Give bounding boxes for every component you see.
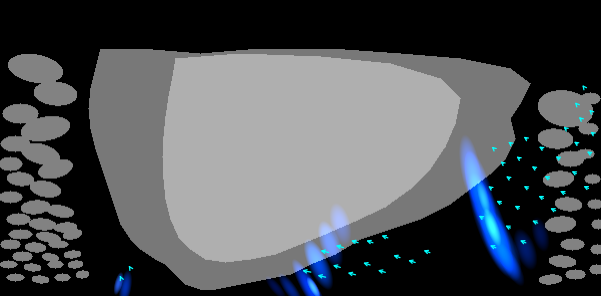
Text: Secondary Swell energy on Monday 24 Mar at 6am -03: Secondary Swell energy on Monday 24 Mar … (53, 6, 548, 24)
Text: Arrows show the wind wave direction: Arrows show the wind wave direction (171, 31, 430, 45)
